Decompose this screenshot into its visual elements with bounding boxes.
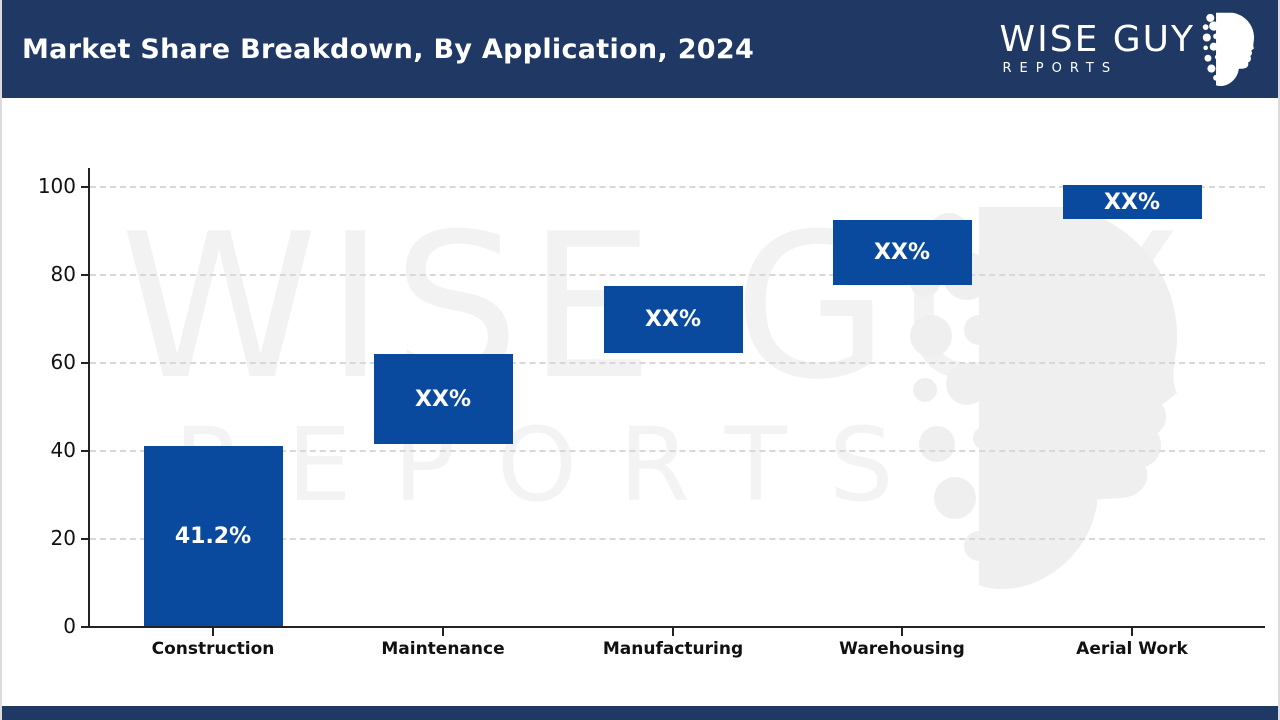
logo-wordmark: WISE GUY REPORTS bbox=[999, 19, 1196, 77]
bar: XX% bbox=[373, 354, 513, 445]
bar: XX% bbox=[603, 286, 743, 354]
y-tick-label: 40 bbox=[50, 438, 76, 462]
y-tick-mark bbox=[81, 538, 90, 540]
y-tick-label: 60 bbox=[50, 350, 76, 374]
x-tick-mark bbox=[442, 628, 444, 636]
header: Market Share Breakdown, By Application, … bbox=[2, 0, 1278, 98]
bar-value-label: XX% bbox=[874, 239, 930, 265]
x-tick-label: Construction bbox=[151, 639, 275, 659]
y-tick-mark bbox=[81, 626, 90, 628]
wiseguy-logo: WISE GUY REPORTS bbox=[1000, 11, 1261, 87]
x-tick-label: Maintenance bbox=[381, 639, 505, 659]
gridline bbox=[90, 450, 1265, 452]
bar-value-label: XX% bbox=[1104, 189, 1160, 215]
logo-wordmark-line1: WISE GUY bbox=[999, 19, 1195, 60]
y-tick-mark bbox=[81, 186, 90, 188]
logo-wordmark-line2: REPORTS bbox=[1002, 61, 1119, 76]
bar-value-label: XX% bbox=[415, 386, 471, 412]
bar: XX% bbox=[832, 219, 972, 286]
bar: XX% bbox=[1062, 185, 1202, 220]
y-tick-label: 80 bbox=[50, 262, 76, 286]
x-tick-label: Aerial Work bbox=[1076, 639, 1188, 659]
gridline bbox=[90, 538, 1265, 540]
y-tick-mark bbox=[81, 274, 90, 276]
x-tick-label: Warehousing bbox=[839, 639, 965, 659]
gridline bbox=[90, 186, 1265, 188]
y-tick-mark bbox=[81, 450, 90, 452]
bar-value-label: 41.2% bbox=[174, 523, 252, 549]
x-axis-line bbox=[88, 626, 1265, 628]
bar: 41.2% bbox=[143, 445, 283, 627]
y-tick-label: 20 bbox=[50, 526, 76, 550]
y-axis-line bbox=[88, 168, 90, 628]
gridline bbox=[90, 274, 1265, 276]
x-tick-mark bbox=[1131, 628, 1133, 636]
x-tick-mark bbox=[901, 628, 903, 636]
footer-bar bbox=[2, 706, 1278, 720]
x-tick-mark bbox=[672, 628, 674, 636]
y-tick-label: 100 bbox=[37, 174, 76, 198]
y-tick-label: 0 bbox=[63, 614, 76, 638]
gridline bbox=[90, 362, 1265, 364]
x-tick-label: Manufacturing bbox=[602, 639, 744, 659]
x-tick-mark bbox=[212, 628, 214, 636]
bar-value-label: XX% bbox=[645, 307, 701, 333]
page-title: Market Share Breakdown, By Application, … bbox=[22, 33, 755, 65]
y-tick-mark bbox=[81, 362, 90, 364]
